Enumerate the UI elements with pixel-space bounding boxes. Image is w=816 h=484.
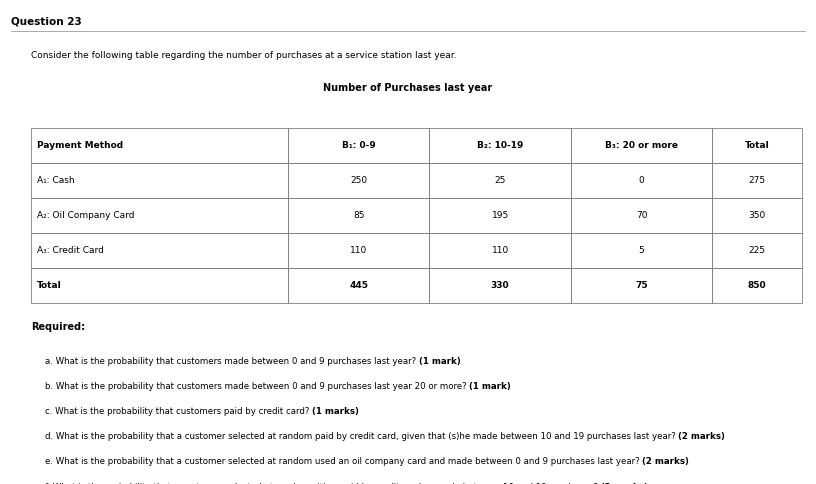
Bar: [31, 163, 288, 198]
Bar: [570, 198, 712, 233]
Text: 195: 195: [491, 211, 508, 220]
Text: A₂: Oil Company Card: A₂: Oil Company Card: [37, 211, 134, 220]
Text: Payment Method: Payment Method: [37, 141, 123, 150]
Bar: [570, 163, 712, 198]
Text: (1 mark): (1 mark): [419, 357, 460, 366]
Bar: [288, 268, 429, 302]
Text: (2 marks): (2 marks): [601, 483, 648, 484]
Text: (2 marks): (2 marks): [642, 457, 690, 467]
Text: (1 marks): (1 marks): [312, 407, 359, 416]
Text: Required:: Required:: [31, 322, 85, 332]
Bar: [429, 233, 570, 268]
Text: Total: Total: [745, 141, 769, 150]
Bar: [31, 233, 288, 268]
Bar: [429, 268, 570, 302]
Bar: [288, 198, 429, 233]
Bar: [288, 233, 429, 268]
Text: a. What is the probability that customers made between 0 and 9 purchases last ye: a. What is the probability that customer…: [45, 357, 419, 366]
Text: 110: 110: [491, 246, 508, 255]
Bar: [570, 268, 712, 302]
Bar: [712, 163, 802, 198]
Text: 70: 70: [636, 211, 647, 220]
Text: 330: 330: [490, 281, 509, 289]
Text: B₃: 20 or more: B₃: 20 or more: [605, 141, 678, 150]
Text: Question 23: Question 23: [11, 17, 82, 27]
Text: 0: 0: [639, 176, 645, 185]
Text: (2 marks): (2 marks): [678, 432, 725, 441]
Text: Number of Purchases last year: Number of Purchases last year: [323, 83, 493, 93]
Bar: [31, 268, 288, 302]
Bar: [429, 128, 570, 163]
Text: 110: 110: [350, 246, 367, 255]
Text: Consider the following table regarding the number of purchases at a service stat: Consider the following table regarding t…: [31, 51, 456, 60]
Text: A₃: Credit Card: A₃: Credit Card: [37, 246, 104, 255]
Text: e. What is the probability that a customer selected at random used an oil compan: e. What is the probability that a custom…: [45, 457, 642, 467]
Text: 250: 250: [350, 176, 367, 185]
Text: 75: 75: [635, 281, 648, 289]
Text: Total: Total: [37, 281, 61, 289]
Text: B₁: 0-9: B₁: 0-9: [342, 141, 375, 150]
Text: b. What is the probability that customers made between 0 and 9 purchases last ye: b. What is the probability that customer…: [45, 382, 469, 391]
Text: d. What is the probability that a customer selected at random paid by credit car: d. What is the probability that a custom…: [45, 432, 678, 441]
Bar: [429, 163, 570, 198]
Bar: [712, 268, 802, 302]
Text: 225: 225: [748, 246, 765, 255]
Text: 5: 5: [639, 246, 645, 255]
Text: 275: 275: [748, 176, 765, 185]
Text: 445: 445: [349, 281, 368, 289]
Bar: [31, 198, 288, 233]
Bar: [288, 128, 429, 163]
Bar: [712, 128, 802, 163]
Text: 85: 85: [353, 211, 365, 220]
Bar: [31, 128, 288, 163]
Text: B₂: 10-19: B₂: 10-19: [477, 141, 523, 150]
Text: 350: 350: [748, 211, 765, 220]
Text: f. What is the probability that a customer selected at random either paid by cre: f. What is the probability that a custom…: [45, 483, 601, 484]
Bar: [570, 128, 712, 163]
Text: 25: 25: [494, 176, 506, 185]
Text: (1 mark): (1 mark): [469, 382, 511, 391]
Bar: [429, 198, 570, 233]
Text: c. What is the probability that customers paid by credit card?: c. What is the probability that customer…: [45, 407, 312, 416]
Text: 850: 850: [747, 281, 766, 289]
Bar: [712, 233, 802, 268]
Bar: [712, 198, 802, 233]
Bar: [570, 233, 712, 268]
Text: A₁: Cash: A₁: Cash: [37, 176, 74, 185]
Bar: [288, 163, 429, 198]
